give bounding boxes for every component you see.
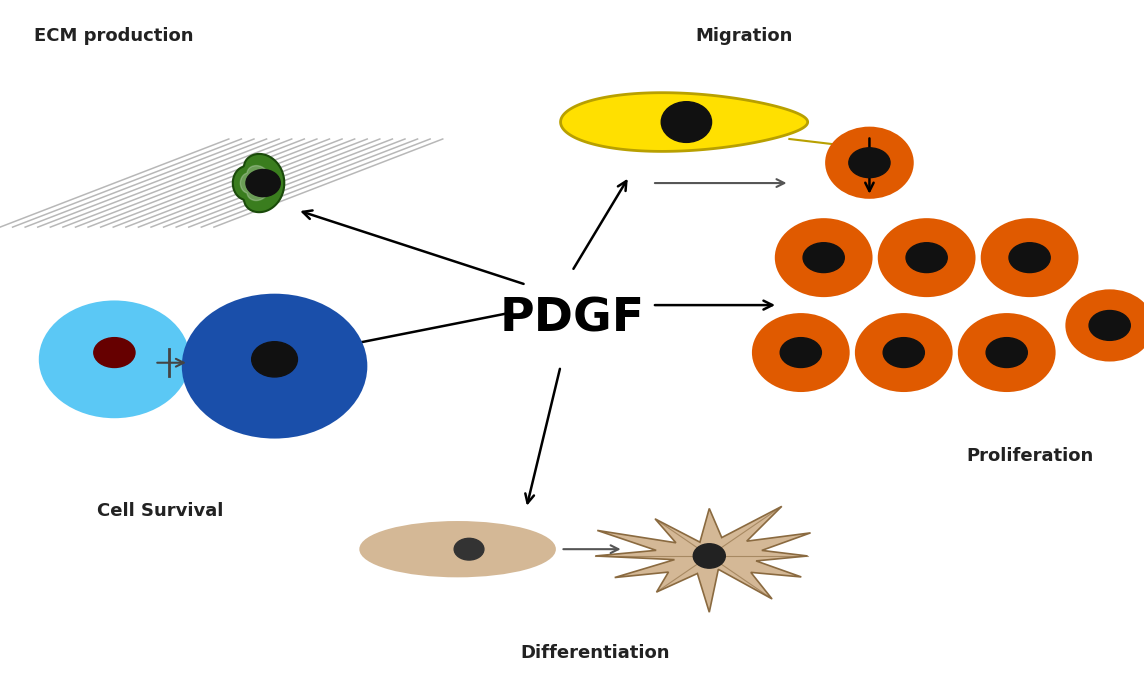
Ellipse shape xyxy=(1066,290,1144,361)
Ellipse shape xyxy=(906,243,947,273)
Text: Migration: Migration xyxy=(694,27,793,45)
Text: Differentiation: Differentiation xyxy=(521,644,669,662)
Ellipse shape xyxy=(780,338,821,367)
Ellipse shape xyxy=(40,302,189,417)
Ellipse shape xyxy=(360,522,555,576)
Polygon shape xyxy=(240,165,271,201)
Text: PDGF: PDGF xyxy=(500,296,644,341)
Ellipse shape xyxy=(856,314,952,391)
Ellipse shape xyxy=(1009,243,1050,273)
Ellipse shape xyxy=(803,243,844,273)
Ellipse shape xyxy=(1089,311,1130,340)
Ellipse shape xyxy=(693,544,725,568)
Ellipse shape xyxy=(252,342,297,377)
Ellipse shape xyxy=(959,314,1055,391)
Ellipse shape xyxy=(982,219,1078,296)
Ellipse shape xyxy=(849,148,890,178)
Polygon shape xyxy=(561,93,808,151)
Ellipse shape xyxy=(454,538,484,560)
Ellipse shape xyxy=(879,219,975,296)
Polygon shape xyxy=(233,154,284,212)
Ellipse shape xyxy=(883,338,924,367)
Ellipse shape xyxy=(94,338,135,367)
Ellipse shape xyxy=(661,102,712,142)
Ellipse shape xyxy=(776,219,872,296)
Text: ECM production: ECM production xyxy=(34,27,193,45)
Ellipse shape xyxy=(986,338,1027,367)
Ellipse shape xyxy=(826,127,913,198)
Polygon shape xyxy=(595,506,811,612)
Text: Proliferation: Proliferation xyxy=(966,447,1094,466)
Ellipse shape xyxy=(183,295,366,437)
Ellipse shape xyxy=(246,170,280,197)
Ellipse shape xyxy=(753,314,849,391)
Text: Cell Survival: Cell Survival xyxy=(97,502,223,520)
